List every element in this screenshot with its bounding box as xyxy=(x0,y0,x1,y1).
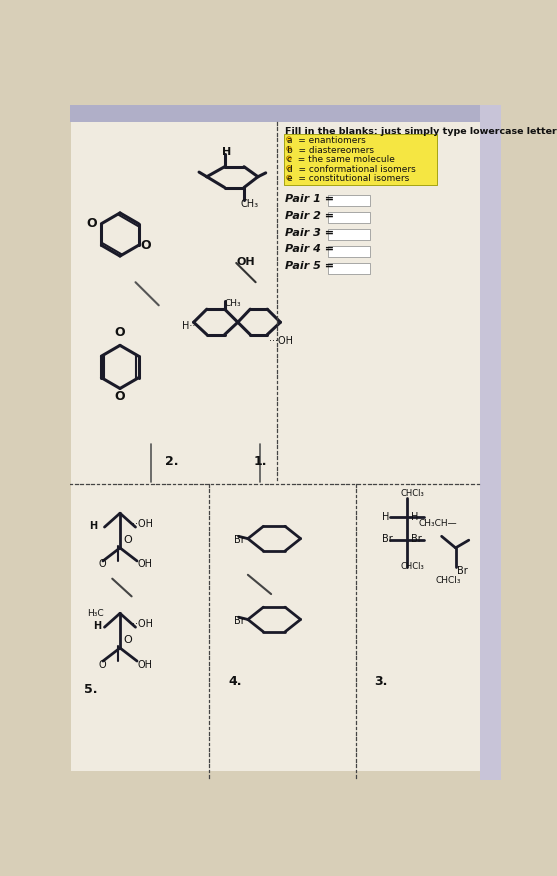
Text: e  = constitutional isomers: e = constitutional isomers xyxy=(287,174,409,183)
Circle shape xyxy=(287,156,291,160)
Text: Pair 4 =: Pair 4 = xyxy=(285,244,334,255)
Text: O: O xyxy=(124,635,133,645)
Text: O: O xyxy=(115,390,125,403)
Text: 3.: 3. xyxy=(374,675,388,688)
Text: O: O xyxy=(86,217,97,230)
Text: CH₃: CH₃ xyxy=(224,300,241,308)
Circle shape xyxy=(287,146,291,151)
Text: H: H xyxy=(411,512,418,522)
Text: CHCl₃: CHCl₃ xyxy=(436,576,461,585)
FancyBboxPatch shape xyxy=(328,246,370,257)
Text: Br: Br xyxy=(457,566,468,576)
Text: O: O xyxy=(124,534,133,545)
FancyBboxPatch shape xyxy=(328,230,370,240)
Text: H: H xyxy=(89,521,97,531)
Text: OH: OH xyxy=(137,660,152,669)
Text: ···OH: ···OH xyxy=(129,619,153,630)
Text: CHCl₃: CHCl₃ xyxy=(400,562,424,571)
Text: Pair 3 =: Pair 3 = xyxy=(285,228,334,237)
FancyBboxPatch shape xyxy=(70,105,501,122)
Text: Pair 2 =: Pair 2 = xyxy=(285,210,334,221)
FancyBboxPatch shape xyxy=(480,105,501,780)
Text: O: O xyxy=(115,326,125,339)
Text: 5.: 5. xyxy=(84,682,97,696)
Circle shape xyxy=(287,166,291,170)
Text: CH₃: CH₃ xyxy=(241,199,259,209)
Text: 1.: 1. xyxy=(253,456,267,469)
Text: d  = conformational isomers: d = conformational isomers xyxy=(287,165,416,173)
FancyBboxPatch shape xyxy=(328,212,370,223)
Text: ···OH: ···OH xyxy=(269,336,293,346)
Text: Br: Br xyxy=(234,616,245,625)
Text: O: O xyxy=(140,239,151,251)
Text: ···OH: ···OH xyxy=(129,519,153,529)
Circle shape xyxy=(287,137,291,141)
Text: H₃C: H₃C xyxy=(87,610,104,618)
Text: a  = enantiomers: a = enantiomers xyxy=(287,136,366,145)
Text: 4.: 4. xyxy=(228,675,242,688)
Text: H: H xyxy=(222,147,232,158)
FancyBboxPatch shape xyxy=(71,109,490,771)
Text: Br: Br xyxy=(234,534,245,545)
Text: OH: OH xyxy=(137,560,152,569)
Text: H: H xyxy=(382,512,389,522)
Text: H: H xyxy=(93,621,101,631)
FancyBboxPatch shape xyxy=(328,195,370,206)
Text: Pair 1 =: Pair 1 = xyxy=(285,194,334,204)
Text: Br: Br xyxy=(382,534,393,544)
Text: CH₃CH—: CH₃CH— xyxy=(418,519,457,528)
Circle shape xyxy=(287,175,291,180)
Text: H···: H··· xyxy=(182,321,198,331)
Text: c  = the same molecule: c = the same molecule xyxy=(287,155,395,164)
FancyBboxPatch shape xyxy=(284,134,437,185)
Text: O: O xyxy=(98,560,106,569)
Text: b  = diastereomers: b = diastereomers xyxy=(287,145,374,154)
Text: Fill in the blanks: just simply type lowercase letters, where: Fill in the blanks: just simply type low… xyxy=(285,127,557,136)
Text: O: O xyxy=(98,660,106,669)
Text: OH: OH xyxy=(236,257,255,267)
Text: Pair 5 =: Pair 5 = xyxy=(285,261,334,272)
Text: 2.: 2. xyxy=(165,456,178,469)
Text: CHCl₃: CHCl₃ xyxy=(400,490,424,498)
FancyBboxPatch shape xyxy=(328,263,370,273)
Text: Br: Br xyxy=(411,534,422,544)
